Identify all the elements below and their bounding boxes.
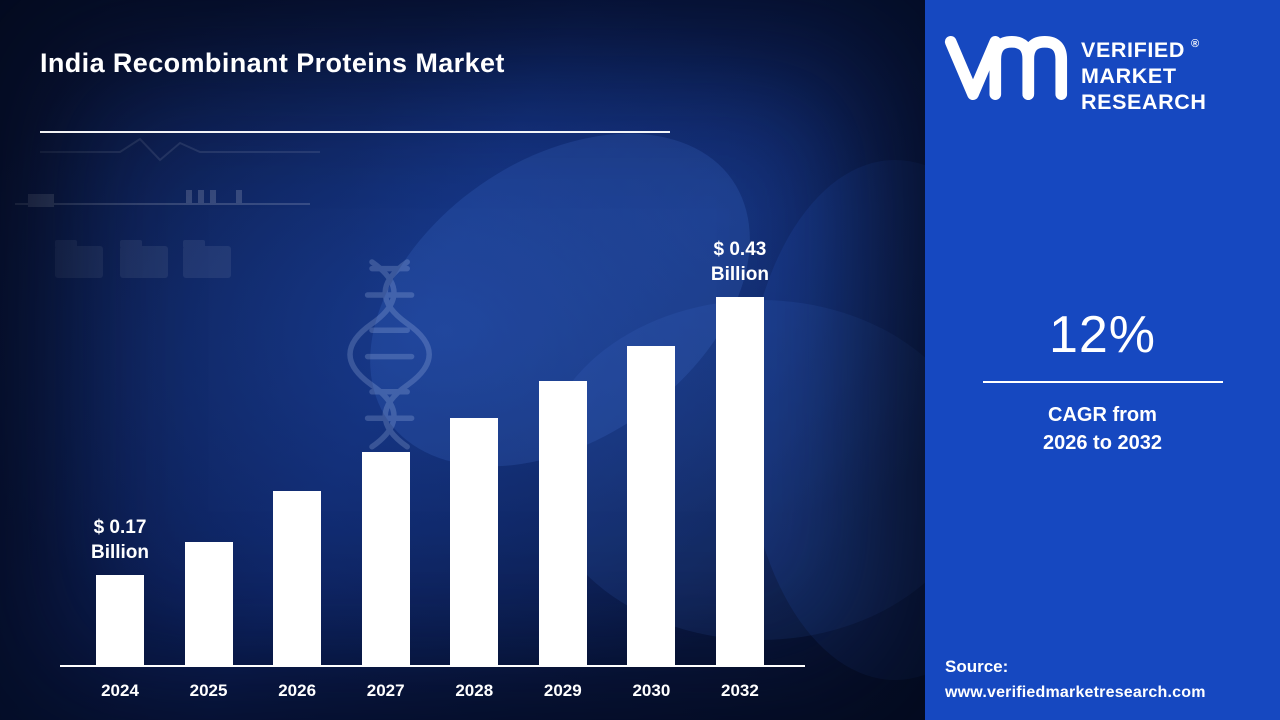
bar-column: 2026: [272, 230, 322, 700]
cagr-label-line2: 2026 to 2032: [1043, 432, 1162, 454]
bar-value-label: $ 0.43 Billion: [710, 238, 769, 285]
x-axis-label: 2026: [278, 681, 317, 700]
x-axis-label: 2028: [455, 681, 494, 700]
bar-2032: [715, 297, 764, 665]
bar-chart: $ 0.17 Billion 2024 2025 2026 2027 2028 2029 203…: [60, 230, 805, 700]
x-axis-line: [60, 665, 805, 667]
bar-column: $ 0.43 Billion 2032: [711, 230, 769, 700]
bar-2030: [627, 346, 676, 665]
brand-word-research: RESEARCH: [1081, 89, 1207, 114]
bar-2029: [538, 381, 587, 665]
cagr-label: CAGR from 2026 to 2032: [925, 401, 1280, 457]
source-url-link[interactable]: www.verifiedmarketresearch.com: [945, 684, 1206, 701]
chart-section: India Recombinant Proteins Market $ 0.17…: [0, 0, 925, 720]
bar-column: 2028: [449, 230, 499, 700]
brand-word-verified: VERIFIED: [1081, 38, 1185, 62]
source-block: Source: www.verifiedmarketresearch.com: [945, 657, 1266, 702]
brand-header: VERIFIED ® MARKET RESEARCH: [925, 0, 1280, 115]
bar-column: 2029: [538, 230, 588, 700]
bar-2027: [361, 452, 410, 665]
cagr-divider: [982, 381, 1223, 383]
brand-panel: VERIFIED ® MARKET RESEARCH 12% CAGR from…: [925, 0, 1280, 720]
bar-column: 2027: [361, 230, 411, 700]
x-axis-label: 2029: [543, 681, 582, 700]
source-label: Source:: [945, 657, 1009, 676]
cagr-block: 12% CAGR from 2026 to 2032: [925, 305, 1280, 457]
title-underline: [40, 131, 670, 133]
bar-2024: [96, 575, 144, 665]
bar-column: $ 0.17 Billion 2024: [91, 230, 149, 700]
bar-column: 2025: [184, 230, 234, 700]
page-title: India Recombinant Proteins Market: [40, 48, 505, 78]
brand-name: VERIFIED ® MARKET RESEARCH: [1081, 30, 1206, 115]
bar-2025: [184, 542, 233, 665]
cagr-label-line1: CAGR from: [1048, 404, 1157, 426]
brand-word-market: MARKET: [1081, 63, 1177, 88]
bar-value-label: $ 0.17 Billion: [90, 516, 150, 563]
registered-trademark-icon: ®: [1190, 38, 1200, 50]
chart-plot: $ 0.17 Billion 2024 2025 2026 2027 2028 2029 203…: [91, 230, 769, 700]
x-axis-label: 2025: [189, 681, 228, 700]
bar-2028: [450, 418, 499, 665]
bar-column: 2030: [626, 230, 676, 700]
x-axis-label: 2024: [101, 681, 139, 700]
bar-2026: [273, 491, 322, 665]
vmr-logo-icon: [944, 36, 1068, 100]
x-axis-label: 2030: [632, 681, 671, 700]
x-axis-label: 2027: [366, 681, 405, 700]
cagr-value: 12%: [1048, 306, 1157, 364]
x-axis-label: 2032: [721, 681, 759, 700]
